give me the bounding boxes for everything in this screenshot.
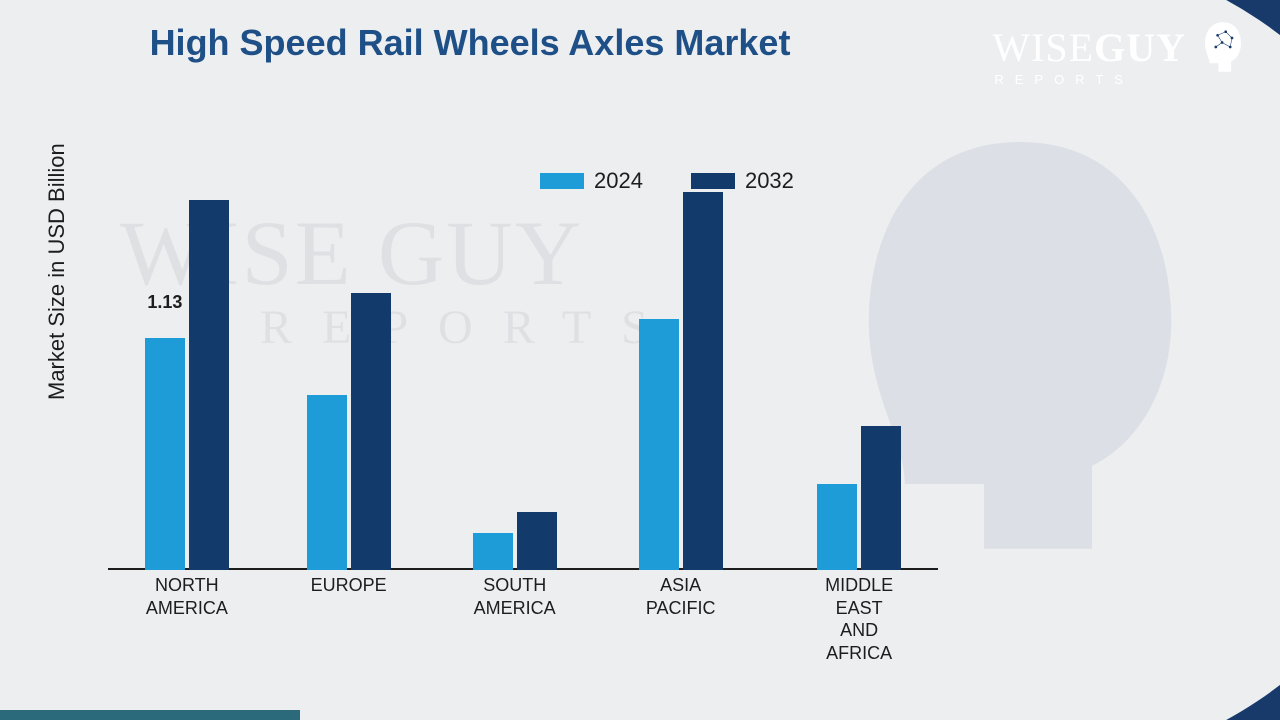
bar-group — [473, 512, 557, 570]
bar — [145, 338, 185, 570]
bar — [517, 512, 557, 570]
legend-item-2024: 2024 — [540, 168, 643, 194]
bar — [351, 293, 391, 571]
bar — [307, 395, 347, 570]
x-tick-label: EUROPE — [284, 574, 414, 597]
bar-group — [817, 426, 901, 570]
plot-area: 1.13 — [108, 200, 938, 570]
bottom-accent-bar — [0, 710, 300, 720]
legend-label-2032: 2032 — [745, 168, 794, 194]
bar-group — [145, 200, 229, 570]
x-tick-label: MIDDLEEASTANDAFRICA — [794, 574, 924, 664]
bar — [639, 319, 679, 570]
brand-word-bold: GUY — [1094, 25, 1186, 70]
chart-stage: WISE GUY REPORTS High Speed Rail Wheels … — [0, 0, 1280, 720]
brand-logo: WISEGUY REPORTS — [992, 20, 1250, 87]
brand-head-icon — [1196, 20, 1250, 74]
bar-group — [639, 192, 723, 570]
legend-label-2024: 2024 — [594, 168, 643, 194]
y-axis-label: Market Size in USD Billion — [44, 143, 70, 400]
bar-value-label: 1.13 — [147, 292, 182, 313]
legend: 2024 2032 — [540, 168, 794, 194]
legend-item-2032: 2032 — [691, 168, 794, 194]
x-tick-label: ASIAPACIFIC — [616, 574, 746, 619]
bar — [817, 484, 857, 570]
x-tick-label: NORTHAMERICA — [122, 574, 252, 619]
bar-group — [307, 293, 391, 571]
legend-swatch-2032 — [691, 173, 735, 189]
legend-swatch-2024 — [540, 173, 584, 189]
brand-subtext: REPORTS — [994, 72, 1250, 87]
bar — [189, 200, 229, 570]
bar — [861, 426, 901, 570]
brand-wordmark: WISEGUY — [992, 24, 1186, 71]
bar — [473, 533, 513, 570]
bar — [683, 192, 723, 570]
chart-title: High Speed Rail Wheels Axles Market — [120, 22, 820, 64]
x-tick-label: SOUTHAMERICA — [450, 574, 580, 619]
brand-word-thin: WISE — [992, 25, 1094, 70]
